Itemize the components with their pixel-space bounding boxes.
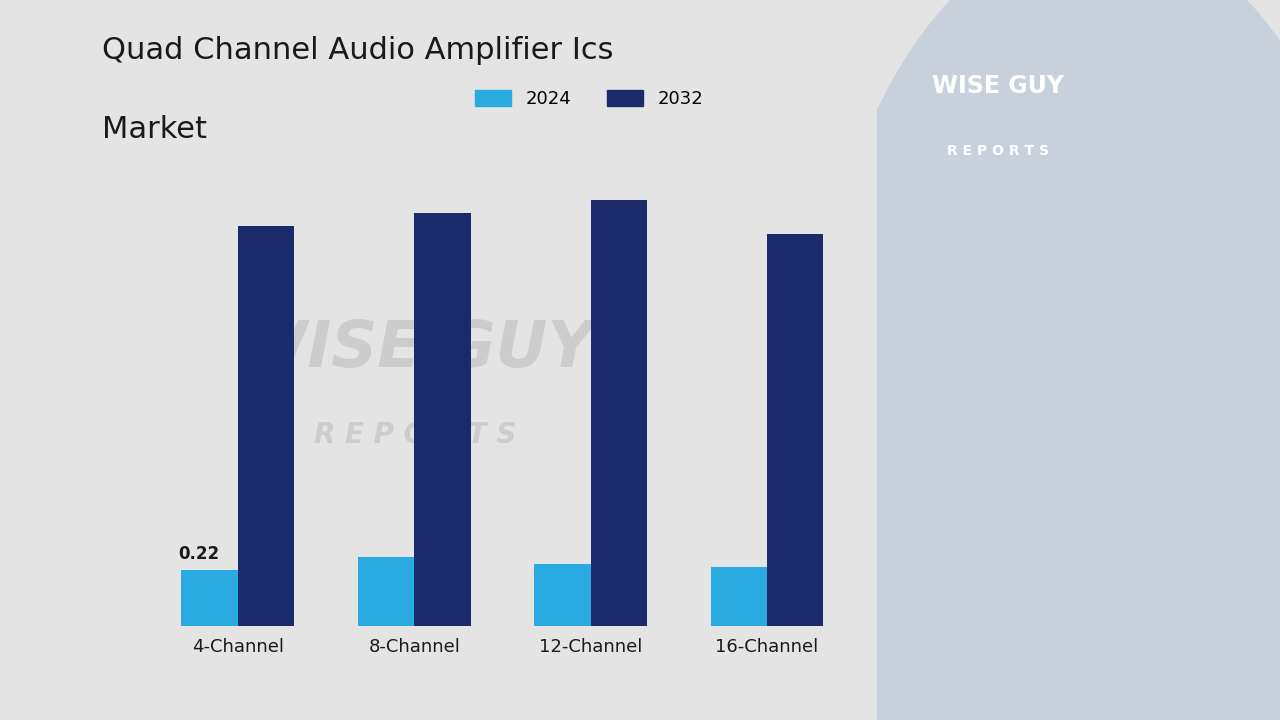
- Text: WISE GUY: WISE GUY: [932, 74, 1064, 99]
- Bar: [358, 557, 415, 626]
- Text: R E P O R T S: R E P O R T S: [947, 144, 1048, 158]
- Bar: [182, 570, 238, 626]
- Text: Quad Channel Audio Amplifier Ics: Quad Channel Audio Amplifier Ics: [102, 36, 614, 65]
- Text: R E P O R T S: R E P O R T S: [315, 421, 517, 449]
- Bar: [238, 226, 294, 626]
- Text: WISE GUY: WISE GUY: [237, 318, 594, 380]
- Bar: [415, 213, 471, 626]
- Text: Market: Market: [102, 115, 207, 144]
- Bar: [710, 567, 767, 626]
- Bar: [767, 233, 823, 626]
- Bar: [590, 200, 646, 626]
- Text: 0.22: 0.22: [178, 545, 220, 563]
- Legend: 2024, 2032: 2024, 2032: [466, 81, 713, 117]
- Bar: [534, 564, 590, 626]
- Circle shape: [808, 0, 1280, 720]
